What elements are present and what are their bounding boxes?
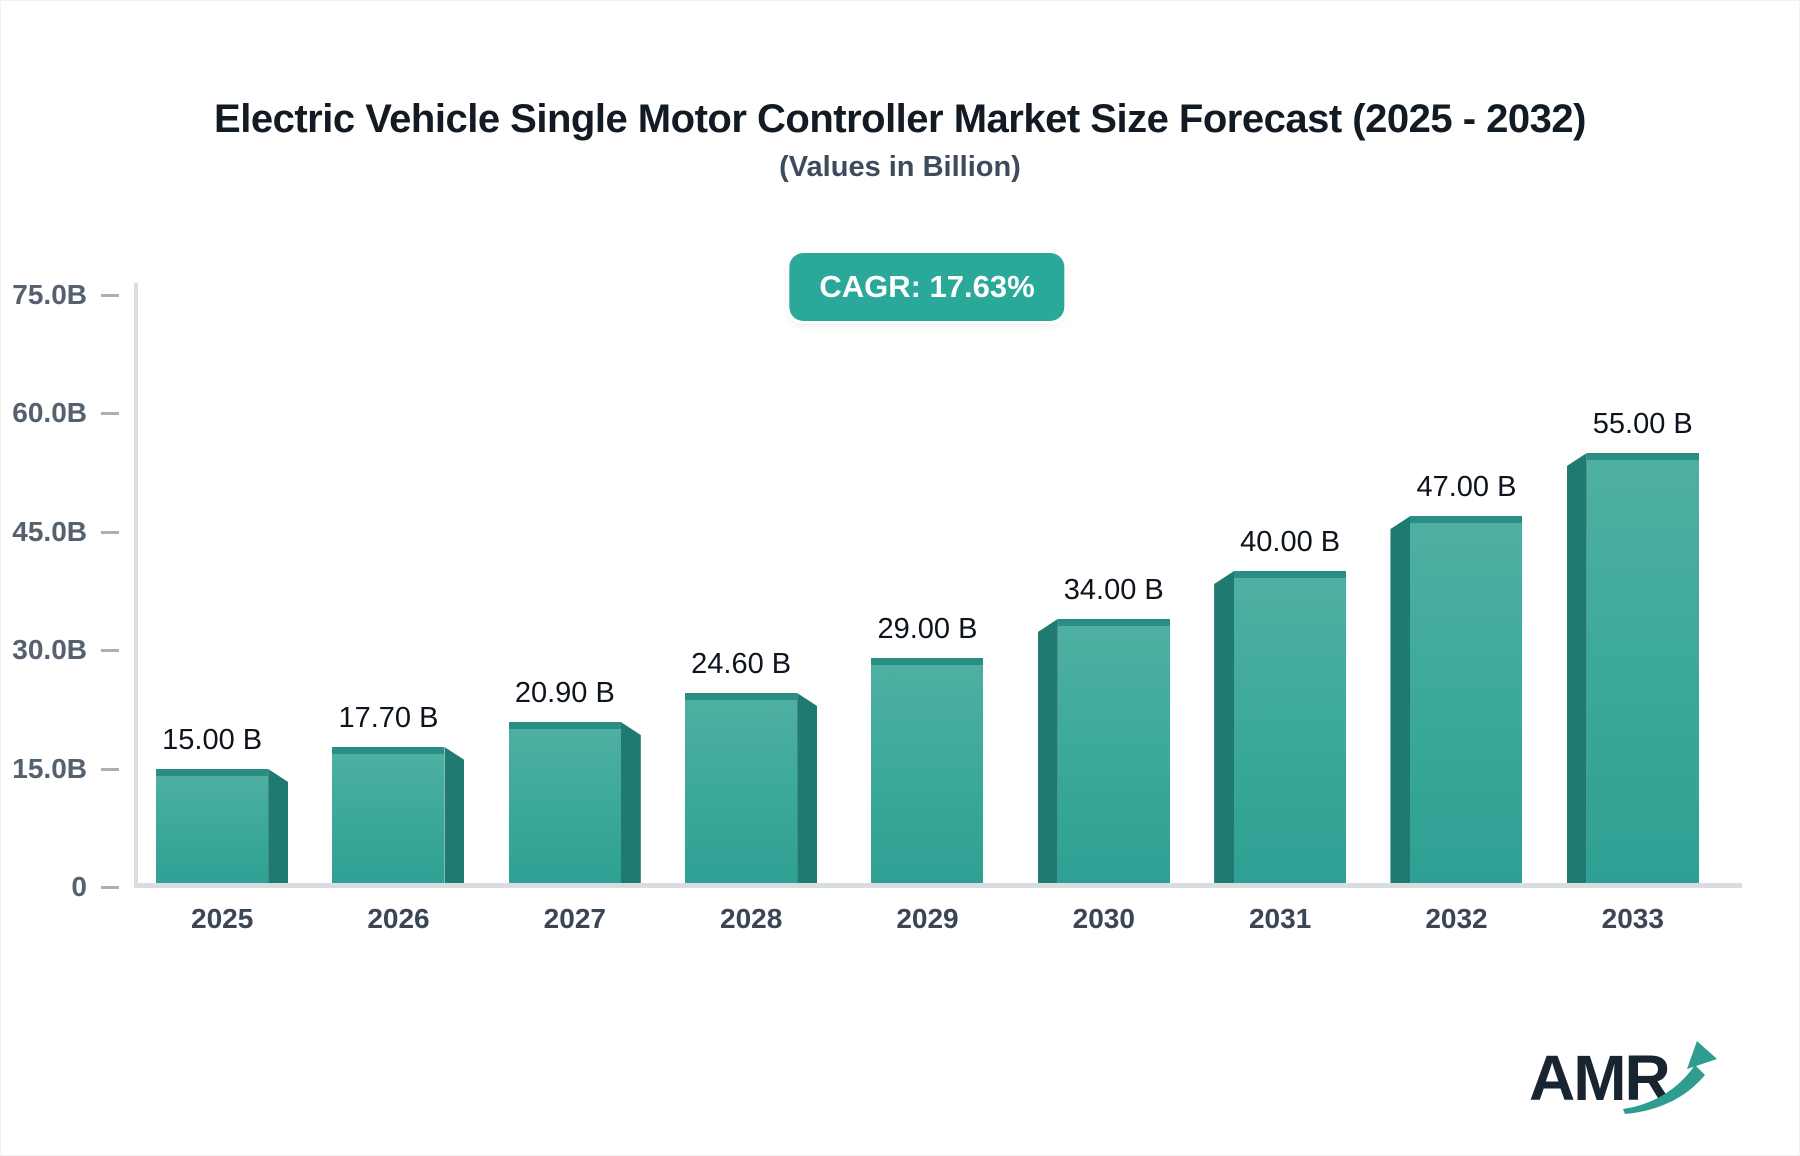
y-tick-label: 75.0B [12, 279, 87, 310]
bar-plot-area: 15.00 B 17.70 B 20.90 B 24.60 B 29.00 B 34.00… [134, 295, 1721, 887]
bar-top-edge [1410, 516, 1523, 523]
bar-side-shade [1566, 453, 1587, 887]
bar-slot: 15.00 B [134, 295, 310, 887]
x-axis-category-label: 2027 [543, 903, 606, 934]
bar-slot: 24.60 B [663, 295, 839, 887]
bar-value-label: 47.00 B [1416, 471, 1517, 503]
amr-logo: AMR [1529, 1035, 1729, 1125]
y-tick-mark [101, 649, 119, 653]
bar-side-shade [1390, 516, 1411, 887]
y-tick-label: 15.0B [12, 752, 87, 784]
chart-title: Electric Vehicle Single Motor Controller… [214, 97, 1586, 141]
x-axis-category-label: 2032 [1425, 903, 1488, 934]
bar-top-edge [685, 693, 798, 700]
bar: 40.00 B [1214, 526, 1347, 887]
bar-side-shade [268, 769, 289, 887]
bar-face [332, 747, 445, 887]
bar-side-shade [620, 722, 641, 887]
x-axis-category-label: 2025 [191, 903, 254, 934]
bar-value-label: 15.00 B [162, 724, 263, 756]
bar: 17.70 B [332, 702, 465, 887]
bar-slot: 47.00 B [1368, 295, 1544, 887]
x-axis-category-label: 2029 [896, 903, 959, 934]
bar-face [1234, 571, 1347, 887]
bar-top-edge [156, 769, 269, 776]
x-axis-labels: 2025 2026 2027 2028 2029 2030 2031 2032 2033 [134, 903, 1721, 935]
bar-side-shade [1037, 619, 1058, 887]
bar: 47.00 B [1390, 471, 1523, 887]
y-tick-mark [101, 530, 119, 534]
bar: 20.90 B [508, 677, 641, 887]
bar-side-shade [1214, 571, 1235, 887]
y-axis-line [134, 283, 138, 887]
y-tick-label: 45.0B [12, 515, 87, 547]
bar-value-label: 34.00 B [1063, 574, 1164, 606]
bar-value-label: 29.00 B [877, 613, 978, 645]
bar-slot: 17.70 B [310, 295, 486, 887]
growth-arrow-icon [1623, 1041, 1717, 1114]
y-tick-label: 30.0B [12, 634, 87, 666]
y-tick-mark [101, 294, 119, 297]
y-tick-mark [101, 767, 119, 771]
bar: 15.00 B [156, 724, 289, 887]
bar: 55.00 B [1566, 408, 1699, 887]
cagr-badge: CAGR: 17.63% [789, 253, 1065, 321]
x-axis-line [134, 883, 1742, 888]
x-axis-category-label: 2028 [720, 903, 783, 934]
bar-slot: 40.00 B [1192, 295, 1368, 887]
bar-value-label: 55.00 B [1592, 408, 1693, 440]
bar-slot: 29.00 B [839, 295, 1015, 887]
x-axis-category-label: 2030 [1072, 903, 1135, 934]
x-axis-category-label: 2031 [1248, 903, 1312, 934]
bar-face [156, 769, 269, 887]
bar-top-edge [1234, 571, 1347, 578]
bar: 24.60 B [685, 648, 818, 887]
bar-side-shade [797, 693, 818, 887]
chart-subtitle: (Values in Billion) [779, 151, 1021, 183]
x-axis-category-label: 2033 [1601, 903, 1664, 934]
bar-top-edge [1057, 619, 1170, 626]
bar-value-label: 20.90 B [514, 677, 615, 709]
bar-face [871, 658, 984, 887]
bar-face [1057, 619, 1170, 887]
bar-face [1586, 453, 1699, 887]
bar-top-edge [508, 722, 621, 729]
bar-value-label: 17.70 B [338, 702, 439, 734]
bar-slot: 55.00 B [1545, 295, 1721, 887]
y-tick-label: 60.0B [12, 397, 87, 429]
y-tick-mark [101, 412, 119, 416]
bar-top-edge [332, 747, 445, 754]
bar-face [1410, 516, 1523, 887]
bar-top-edge [871, 658, 984, 665]
bar-top-edge [1586, 453, 1699, 460]
amr-logo-text: AMR [1529, 1042, 1671, 1114]
bar-side-shade [444, 747, 465, 887]
bar: 34.00 B [1037, 574, 1170, 887]
bar-slot: 34.00 B [1016, 295, 1192, 887]
y-tick-mark [101, 886, 119, 889]
y-tick-label: 0 [71, 871, 87, 902]
bar-face [508, 722, 621, 887]
bar-value-label: 40.00 B [1240, 526, 1341, 558]
bar-slot: 20.90 B [487, 295, 663, 887]
bar-face [685, 693, 798, 887]
x-axis-category-label: 2026 [367, 903, 430, 934]
bar: 29.00 B [871, 613, 984, 887]
bar-value-label: 24.60 B [691, 648, 792, 680]
